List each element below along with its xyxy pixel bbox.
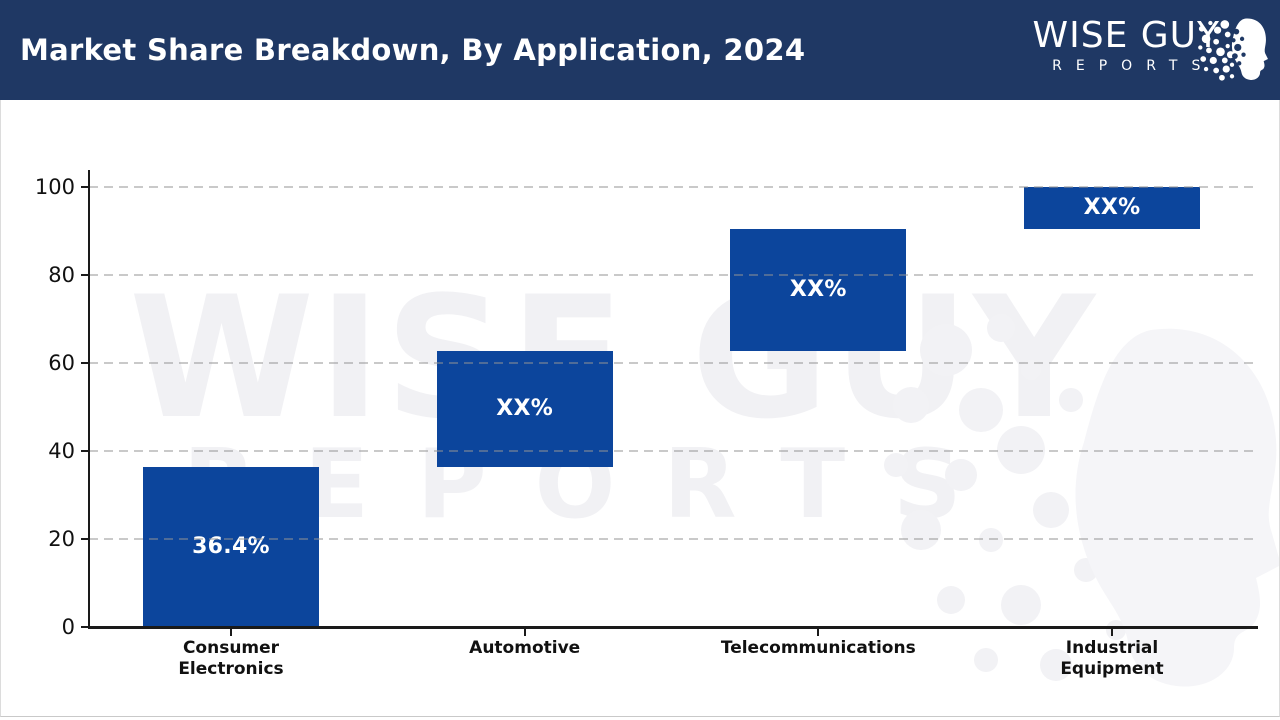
x-tick-label: Automotive — [469, 638, 581, 658]
bar-industrial-equipment: XX% — [1024, 187, 1200, 229]
gridline-y-100 — [89, 186, 1258, 188]
bar-telecommunications: XX% — [730, 228, 907, 352]
header-bar: Market Share Breakdown, By Application, … — [0, 0, 1280, 100]
y-tick-label: 80 — [48, 263, 75, 287]
y-tick-label: 60 — [48, 351, 75, 375]
x-tick-mark — [230, 629, 232, 636]
logo-text: WISE GUY REPORTS — [1032, 15, 1221, 75]
gridline-y-20 — [89, 538, 1258, 540]
x-tick-label: Consumer Electronics — [178, 638, 284, 679]
gridline-y-60 — [89, 362, 1258, 364]
x-tick-mark — [1111, 629, 1113, 636]
x-tick-mark — [523, 629, 526, 636]
y-tick-label: 100 — [34, 175, 75, 199]
logo-name-label: WISE GUY — [1032, 15, 1220, 56]
x-tick-label: Industrial Equipment — [1060, 638, 1164, 679]
watermark-head-dots — [884, 314, 1279, 687]
y-axis-spine — [88, 170, 90, 628]
y-tick-mark — [81, 450, 89, 452]
y-tick-mark — [81, 186, 89, 188]
chart-area: WISE GUY REPORTS 0 20 40 60 80 100 36.4% Consum… — [0, 100, 1280, 717]
x-tick-mark — [817, 629, 820, 636]
wise-guy-logo: WISE GUY REPORTS — [1003, 4, 1268, 96]
bar-value-label: XX% — [789, 277, 847, 303]
gridline-y-40 — [89, 450, 1258, 452]
y-tick-label: 0 — [61, 615, 75, 639]
bar-value-label: XX% — [1083, 195, 1141, 221]
bar-consumer-electronics: 36.4% — [143, 466, 319, 627]
bar-value-label: XX% — [496, 396, 554, 422]
logo-head-icon — [1198, 18, 1268, 81]
y-tick-label: 40 — [48, 439, 75, 463]
y-tick-mark — [81, 538, 89, 540]
x-tick-label: Telecommunications — [720, 638, 916, 658]
bar-automotive: XX% — [436, 351, 613, 467]
logo-tagline-label: REPORTS — [1052, 58, 1215, 74]
gridline-y-80 — [89, 274, 1258, 276]
y-tick-mark — [81, 274, 89, 276]
y-tick-label: 20 — [48, 527, 75, 551]
page-title: Market Share Breakdown, By Application, … — [20, 33, 806, 67]
y-tick-mark — [81, 362, 89, 364]
y-tick-mark — [81, 626, 89, 628]
x-axis-spine — [88, 626, 1258, 629]
